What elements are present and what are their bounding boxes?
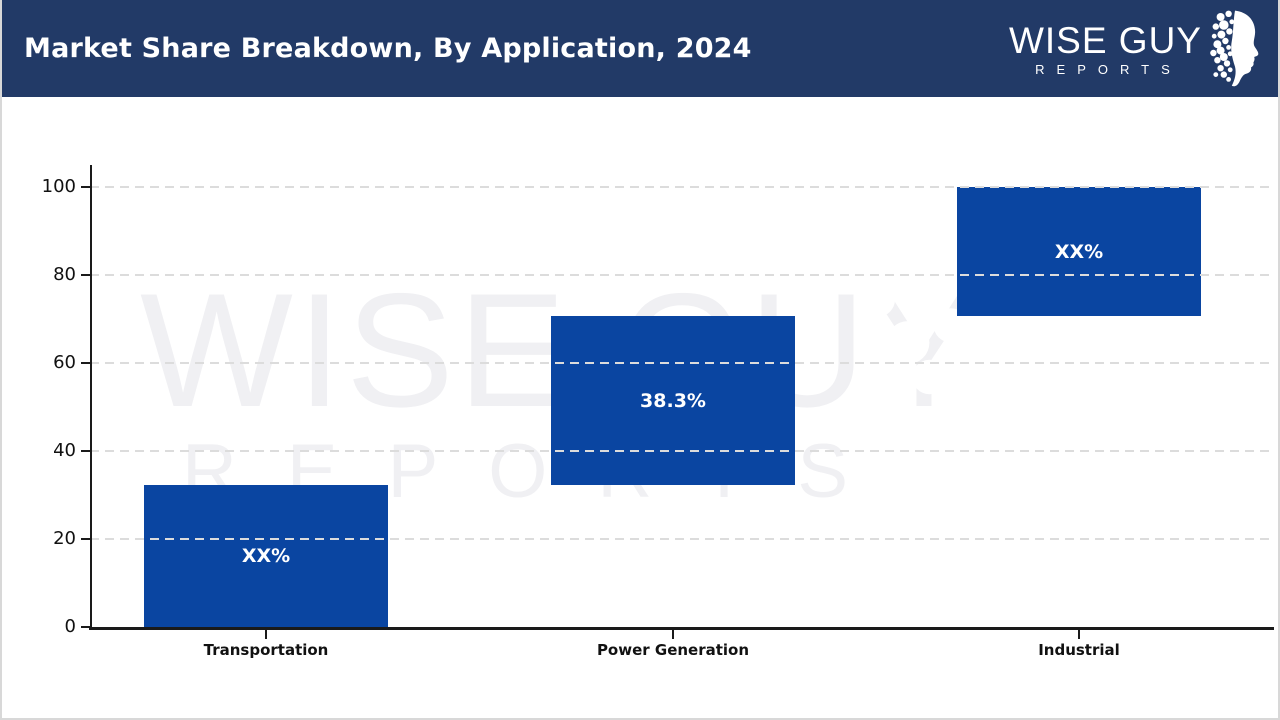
gridline-20 (90, 538, 1270, 540)
bar-transportation: XX% (144, 484, 388, 627)
gridline-80 (90, 274, 1270, 276)
bar-power-generation: 38.3% (551, 316, 795, 485)
x-axis-line (89, 627, 1274, 630)
x-tick-mark (1078, 630, 1080, 639)
header: Market Share Breakdown, By Application, … (2, 0, 1278, 97)
y-tick-mark (81, 538, 90, 540)
y-tick-label: 40 (53, 440, 76, 461)
bar-industrial: XX% (957, 187, 1201, 317)
gridline-40 (90, 450, 1270, 452)
y-tick-label: 100 (41, 176, 76, 197)
y-tick-label: 80 (53, 264, 76, 285)
y-tick-mark (81, 274, 90, 276)
y-tick-mark (81, 626, 90, 628)
y-tick-mark (81, 450, 90, 452)
x-category-label: Power Generation (596, 641, 750, 659)
y-tick-label: 0 (64, 616, 76, 637)
bar-value-label: XX% (1054, 240, 1104, 263)
y-tick-label: 60 (53, 352, 76, 373)
bar-value-label: 38.3% (640, 389, 706, 412)
y-tick-mark (81, 362, 90, 364)
x-category-label: Industrial (1038, 641, 1120, 659)
logo-subtitle: REPORTS (1035, 61, 1182, 77)
x-tick-mark (265, 630, 267, 639)
x-tick-mark (672, 630, 674, 639)
gridline-100 (90, 186, 1270, 188)
x-category-label: Transportation (203, 641, 329, 659)
gridline-60 (90, 362, 1270, 364)
logo-wordmark: WISE GUY (1008, 19, 1202, 61)
page-title: Market Share Breakdown, By Application, … (24, 33, 752, 64)
wiseguy-logo-text: WISE GUY REPORTS (1009, 22, 1202, 76)
bar-value-label: XX% (241, 544, 291, 567)
wiseguy-face-icon (1210, 10, 1259, 86)
wiseguy-logo: WISE GUY REPORTS (1009, 9, 1260, 89)
y-tick-mark (81, 186, 90, 188)
y-tick-label: 20 (53, 528, 76, 549)
y-axis-line (90, 165, 92, 627)
